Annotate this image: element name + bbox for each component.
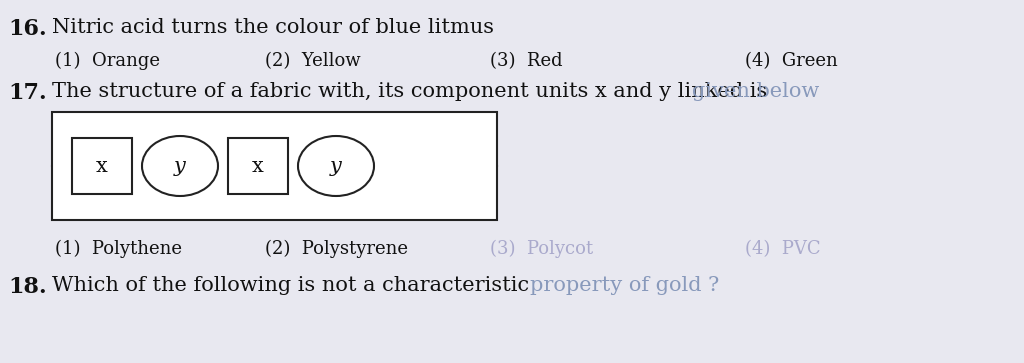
Text: (3)  Red: (3) Red bbox=[490, 52, 562, 70]
Text: (3)  Polycot: (3) Polycot bbox=[490, 240, 593, 258]
Text: (4)  Green: (4) Green bbox=[745, 52, 838, 70]
Text: 17.: 17. bbox=[8, 82, 47, 104]
Text: (2)  Polystyrene: (2) Polystyrene bbox=[265, 240, 408, 258]
Text: (1)  Polythene: (1) Polythene bbox=[55, 240, 182, 258]
Text: given below: given below bbox=[692, 82, 819, 101]
Text: y: y bbox=[174, 156, 186, 175]
Text: (1)  Orange: (1) Orange bbox=[55, 52, 160, 70]
Text: Nitric acid turns the colour of blue litmus: Nitric acid turns the colour of blue lit… bbox=[52, 18, 494, 37]
Bar bbox=[72, 138, 132, 194]
Text: x: x bbox=[252, 156, 264, 175]
Text: (4)  PVC: (4) PVC bbox=[745, 240, 820, 258]
Bar bbox=[228, 138, 288, 194]
Text: 16.: 16. bbox=[8, 18, 47, 40]
Ellipse shape bbox=[142, 136, 218, 196]
Text: property of gold ?: property of gold ? bbox=[530, 276, 719, 295]
Text: The structure of a fabric with, its component units x and y linked is: The structure of a fabric with, its comp… bbox=[52, 82, 767, 101]
Text: 18.: 18. bbox=[8, 276, 47, 298]
Text: x: x bbox=[96, 156, 108, 175]
Text: y: y bbox=[330, 156, 342, 175]
Ellipse shape bbox=[298, 136, 374, 196]
Text: (2)  Yellow: (2) Yellow bbox=[265, 52, 360, 70]
Text: Which of the following is not a characteristic: Which of the following is not a characte… bbox=[52, 276, 529, 295]
Bar bbox=[52, 112, 497, 220]
